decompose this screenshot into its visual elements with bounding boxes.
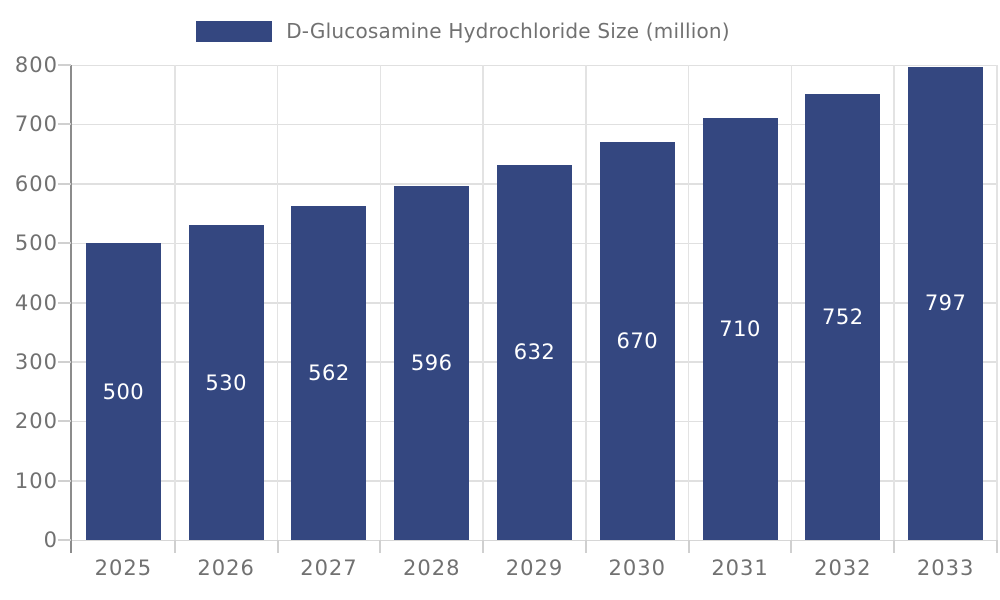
legend-swatch-icon: [196, 20, 273, 42]
y-axis-tick-label: 100: [14, 468, 58, 493]
y-gridline: [72, 539, 997, 541]
x-axis-tick-label: 2027: [300, 556, 358, 580]
bar-value-label: 500: [102, 379, 145, 404]
x-axis-tick: [584, 540, 587, 553]
y-axis-line: [70, 65, 72, 553]
bar[interactable]: 530: [188, 225, 264, 540]
y-axis-tick-label: 0: [43, 528, 58, 552]
x-axis-tick-label: 2032: [814, 556, 872, 580]
x-axis-tick: [790, 540, 793, 553]
bar-value-label: 670: [616, 329, 659, 354]
bar-value-label: 530: [205, 370, 247, 395]
x-axis-tick: [482, 540, 485, 553]
y-axis-tick: [58, 242, 71, 245]
y-axis-tick: [58, 539, 71, 541]
bar[interactable]: 632: [497, 164, 572, 540]
x-axis-tick: [996, 540, 998, 553]
bar-value-label: 797: [924, 291, 967, 316]
x-gridline: [996, 65, 998, 540]
y-axis-tick: [58, 301, 71, 304]
x-axis-tick-label: 2030: [608, 556, 666, 580]
x-gridline: [687, 65, 690, 540]
x-axis-tick-label: 2031: [711, 556, 769, 580]
bar-value-label: 562: [308, 361, 350, 386]
legend-label: D-Glucosamine Hydrochloride Size (millio…: [286, 19, 730, 43]
x-gridline: [790, 65, 793, 540]
y-axis-tick: [58, 123, 71, 126]
x-gridline: [585, 65, 587, 540]
x-gridline: [482, 65, 484, 540]
bar[interactable]: 596: [394, 186, 470, 540]
x-axis-tick-label: 2029: [505, 556, 564, 580]
plot-area: 500 530 562 596 632 670 710 752 797: [72, 64, 998, 541]
x-axis-tick: [379, 540, 382, 553]
y-axis-tick: [58, 64, 71, 66]
bar-value-label: 752: [822, 304, 864, 329]
bar-value-label: 710: [719, 317, 761, 342]
x-gridline: [893, 65, 895, 540]
bar[interactable]: 500: [85, 243, 161, 540]
y-axis-tick-label: 400: [14, 290, 58, 315]
y-axis-tick-label: 500: [14, 231, 58, 256]
y-axis-tick: [58, 420, 71, 423]
bar[interactable]: 797: [908, 66, 984, 540]
x-axis-tick-label: 2026: [197, 556, 255, 580]
bar[interactable]: 752: [805, 93, 881, 540]
y-axis-tick-label: 200: [14, 409, 58, 434]
x-gridline: [174, 65, 176, 540]
bar[interactable]: 670: [599, 142, 675, 540]
y-axis-tick: [58, 182, 71, 185]
x-axis-tick: [687, 540, 690, 553]
bar[interactable]: 562: [291, 206, 367, 540]
y-gridline: [72, 64, 997, 66]
bar-value-label: 596: [410, 351, 453, 376]
x-axis-tick: [893, 540, 896, 553]
y-axis-tick-label: 600: [14, 171, 58, 196]
y-gridline: [72, 123, 997, 126]
x-axis-tick-label: 2025: [94, 556, 153, 580]
bar-value-label: 632: [513, 340, 556, 365]
chart-legend[interactable]: D-Glucosamine Hydrochloride Size (millio…: [0, 19, 963, 43]
y-axis-tick-label: 700: [14, 112, 58, 137]
x-axis-tick-label: 2028: [402, 556, 461, 580]
y-axis-tick: [58, 479, 71, 482]
x-axis-tick: [276, 540, 279, 553]
y-axis-tick-label: 300: [14, 349, 58, 374]
bar[interactable]: 710: [702, 118, 778, 540]
x-axis-tick: [173, 540, 176, 553]
x-axis-tick-label: 2033: [916, 556, 975, 580]
y-axis-tick: [58, 360, 71, 363]
x-gridline: [276, 65, 279, 540]
x-gridline: [379, 65, 382, 540]
y-axis-tick-label: 800: [14, 53, 58, 77]
